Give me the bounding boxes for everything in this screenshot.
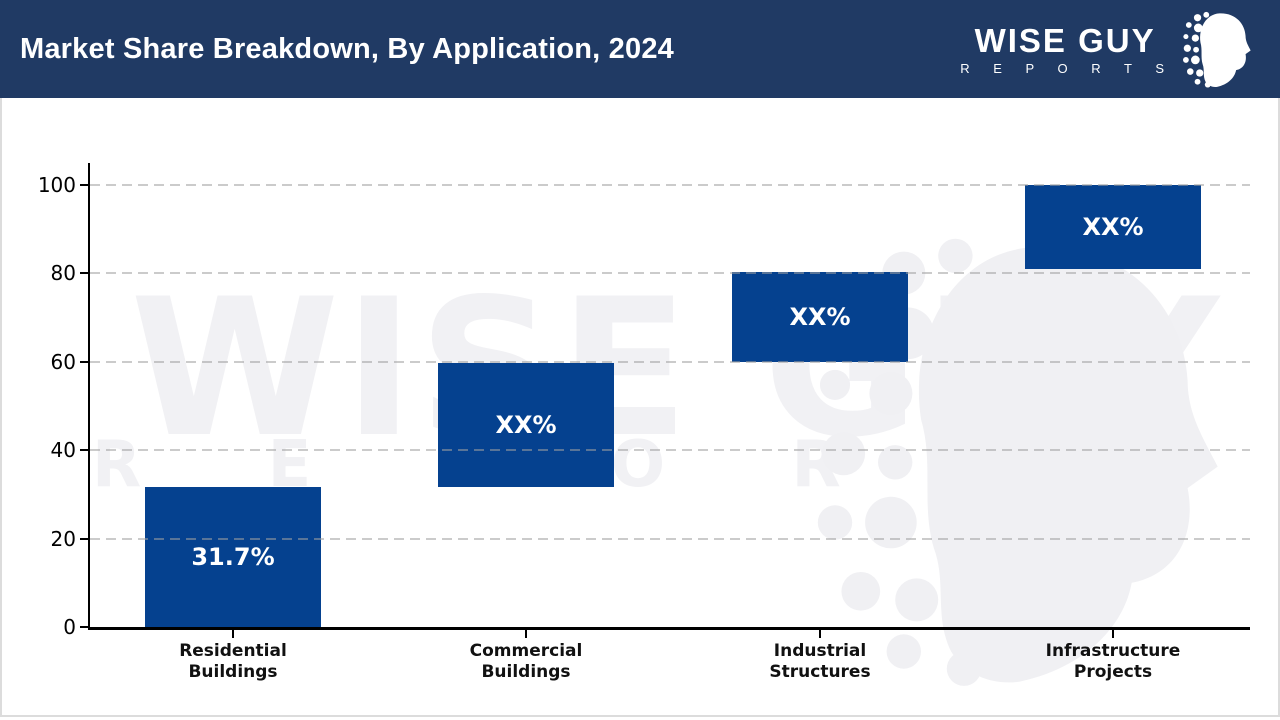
brand-subtitle: R E P O R T S xyxy=(960,60,1174,76)
x-category-label-commercial-buildings: Commercial Buildings xyxy=(406,641,646,683)
bar-residential-buildings: 31.7% xyxy=(145,486,321,627)
gridline-100 xyxy=(90,184,1250,186)
brand-name: WISE GUY xyxy=(974,21,1156,59)
bar-infrastructure-projects: XX% xyxy=(1025,185,1201,270)
y-tick-20 xyxy=(80,537,88,540)
x-tick-commercial-buildings xyxy=(525,630,527,638)
gridline-40 xyxy=(90,449,1250,452)
y-tick-label-40: 40 xyxy=(50,438,76,463)
x-label-line: Infrastructure xyxy=(1045,641,1181,661)
y-tick-label-60: 60 xyxy=(50,349,76,374)
y-tick-100 xyxy=(80,184,88,186)
bar-value-label: XX% xyxy=(1082,213,1144,242)
x-label-line: Commercial xyxy=(469,641,583,661)
y-tick-label-100: 100 xyxy=(37,173,76,197)
x-category-label-residential-buildings: Residential Buildings xyxy=(113,641,353,683)
x-label-line: Projects xyxy=(1073,662,1153,682)
x-tick-industrial-structures xyxy=(819,630,821,638)
chart-card: WISE GUY R E P O R T S 31.7% XX% XX% XX% 0 20… xyxy=(0,98,1280,717)
bar-value-label: 31.7% xyxy=(191,542,275,571)
plot-area: 31.7% XX% XX% XX% 0 20 40 60 80 100 Residential Bui… xyxy=(2,98,1278,715)
page-title: Market Share Breakdown, By Application, … xyxy=(20,32,674,65)
x-axis-spine xyxy=(88,627,1250,630)
x-label-line: Buildings xyxy=(188,662,278,682)
bar-commercial-buildings: XX% xyxy=(438,363,614,487)
gridline-20 xyxy=(90,537,1250,540)
brand-wordmark: WISE GUY R E P O R T S xyxy=(956,24,1174,75)
bar-industrial-structures: XX% xyxy=(732,271,908,363)
header-bar: Market Share Breakdown, By Application, … xyxy=(0,0,1280,98)
y-tick-0 xyxy=(80,626,88,628)
x-category-label-industrial-structures: Industrial Structures xyxy=(700,641,940,683)
x-tick-residential-buildings xyxy=(232,630,234,638)
x-label-line: Structures xyxy=(769,662,871,682)
y-tick-40 xyxy=(80,449,88,452)
x-label-line: Buildings xyxy=(481,662,571,682)
bar-value-label: XX% xyxy=(495,411,557,439)
gridline-60 xyxy=(90,360,1250,363)
brand-logo: WISE GUY R E P O R T S xyxy=(956,9,1252,89)
y-tick-80 xyxy=(80,272,88,275)
y-tick-label-20: 20 xyxy=(50,526,76,551)
x-label-line: Residential xyxy=(179,641,287,661)
y-tick-60 xyxy=(80,360,88,363)
gridline-80 xyxy=(90,272,1250,275)
y-tick-label-0: 0 xyxy=(63,615,76,639)
x-category-label-infrastructure-projects: Infrastructure Projects xyxy=(993,641,1233,683)
y-axis-spine xyxy=(88,163,90,630)
x-tick-infrastructure-projects xyxy=(1112,630,1114,638)
dotted-face-icon xyxy=(1183,11,1251,88)
y-tick-label-80: 80 xyxy=(50,261,76,286)
x-label-line: Industrial xyxy=(773,641,867,661)
bar-value-label: XX% xyxy=(789,302,851,331)
